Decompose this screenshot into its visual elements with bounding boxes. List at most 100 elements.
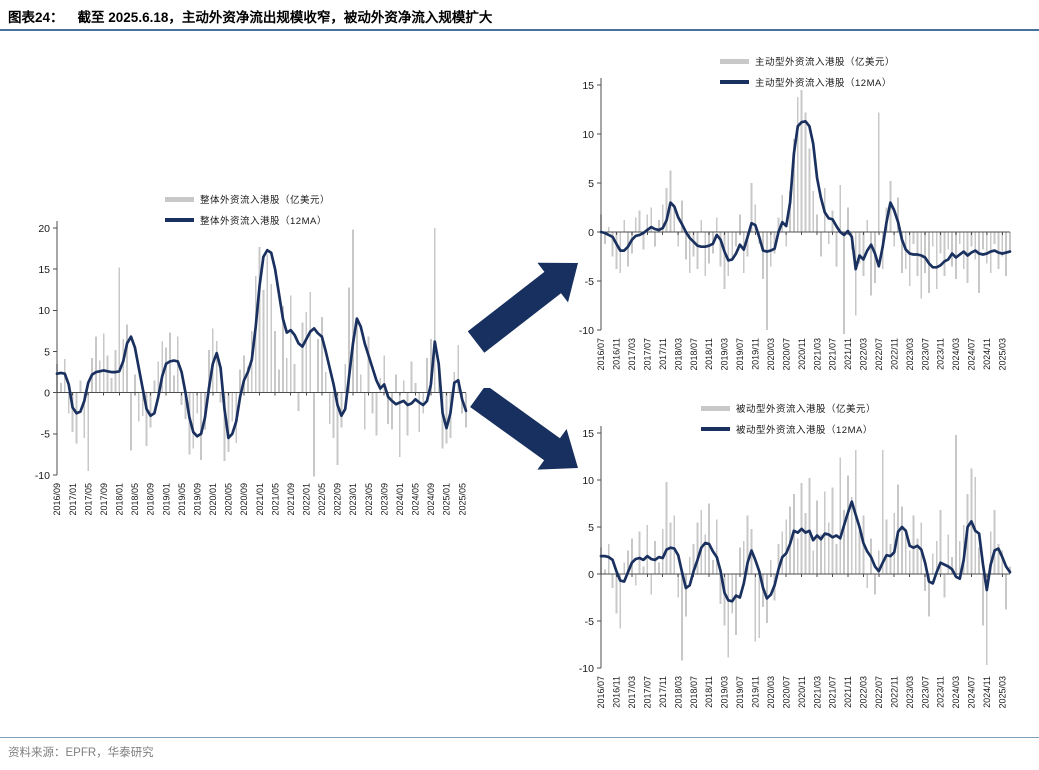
ma-line <box>55 248 468 440</box>
svg-text:2024/03: 2024/03 <box>951 676 961 709</box>
chart-passive-inflow: 15 10 5 0 -5 -10 2016/07 2016/11 2017/03 2017/07 2… <box>572 392 1027 732</box>
svg-text:2023/03: 2023/03 <box>905 676 915 709</box>
chart-overall-inflow: 20 15 10 5 0 -5 -10 2016/09 2017/01 2017/05 2017/0… <box>28 185 483 535</box>
svg-text:2021/03: 2021/03 <box>812 338 822 371</box>
svg-text:2024/09: 2024/09 <box>426 483 436 516</box>
svg-text:2022/03: 2022/03 <box>859 676 869 709</box>
svg-text:2017/01: 2017/01 <box>68 483 78 516</box>
svg-text:2020/11: 2020/11 <box>797 676 807 708</box>
svg-text:2021/11: 2021/11 <box>843 676 853 708</box>
svg-text:2019/01: 2019/01 <box>161 483 171 516</box>
svg-text:2019/09: 2019/09 <box>192 483 202 516</box>
svg-text:2020/03: 2020/03 <box>766 338 776 371</box>
legend-item-bars: 主动型外资流入港股（亿美元） <box>720 55 895 68</box>
svg-text:2020/07: 2020/07 <box>781 338 791 371</box>
svg-text:15: 15 <box>582 80 594 92</box>
svg-text:2017/09: 2017/09 <box>99 483 109 516</box>
legend-item-ma: 主动型外资流入港股（12MA） <box>720 76 895 89</box>
svg-text:2021/07: 2021/07 <box>828 676 838 709</box>
svg-text:2021/03: 2021/03 <box>812 676 822 709</box>
svg-text:2023/11: 2023/11 <box>936 338 946 370</box>
y-axis <box>597 78 602 331</box>
svg-text:2018/11: 2018/11 <box>704 676 714 708</box>
svg-text:2025/03: 2025/03 <box>998 676 1008 709</box>
svg-text:2024/11: 2024/11 <box>982 676 992 708</box>
svg-text:2019/03: 2019/03 <box>720 338 730 371</box>
svg-text:20: 20 <box>38 223 50 235</box>
legend-item-ma: 被动型外资流入港股（12MA） <box>701 423 876 436</box>
svg-text:2022/09: 2022/09 <box>333 483 343 516</box>
source-note: 资料来源：EPFR，华泰研究 <box>8 747 154 759</box>
legend-line-swatch <box>701 427 730 431</box>
svg-text:2018/05: 2018/05 <box>130 483 140 516</box>
legend-bar-swatch <box>720 58 749 64</box>
legend-line-label: 整体外资流入港股（12MA） <box>200 216 327 227</box>
svg-text:2019/11: 2019/11 <box>751 676 761 708</box>
svg-text:2024/01: 2024/01 <box>395 483 405 516</box>
svg-text:2018/03: 2018/03 <box>673 338 683 371</box>
svg-text:2020/05: 2020/05 <box>224 483 234 516</box>
x-axis <box>600 573 1010 577</box>
x-axis <box>56 392 466 396</box>
x-tick-labels: 2016/07 2016/11 2017/03 2017/07 2017/11 2018/… <box>596 676 1007 709</box>
svg-text:2022/11: 2022/11 <box>889 676 899 708</box>
svg-text:2018/03: 2018/03 <box>673 676 683 709</box>
svg-text:10: 10 <box>582 475 594 487</box>
svg-text:2023/05: 2023/05 <box>364 483 374 516</box>
footer-divider <box>0 737 1039 738</box>
svg-text:5: 5 <box>588 178 594 190</box>
y-tick-labels: 20 15 10 5 0 -5 -10 <box>35 223 50 482</box>
svg-text:-10: -10 <box>579 663 594 675</box>
legend-line-label: 主动型外资流入港股（12MA） <box>755 78 892 89</box>
legend-bar-swatch <box>701 405 730 411</box>
svg-text:2022/07: 2022/07 <box>874 338 884 371</box>
svg-text:2023/11: 2023/11 <box>936 676 946 708</box>
svg-text:2017/03: 2017/03 <box>627 338 637 371</box>
svg-text:2025/05: 2025/05 <box>457 483 467 516</box>
svg-text:2023/01: 2023/01 <box>348 483 358 516</box>
svg-text:2018/11: 2018/11 <box>704 338 714 370</box>
svg-text:0: 0 <box>588 569 594 581</box>
ma-line <box>599 500 1012 603</box>
arrow-up-right-icon <box>468 262 578 353</box>
legend-bar-label: 被动型外资流入港股（亿美元） <box>736 404 877 415</box>
svg-text:2021/07: 2021/07 <box>828 338 838 371</box>
y-tick-labels: 15 10 5 0 -5 -10 <box>579 80 594 337</box>
y-axis <box>53 221 58 476</box>
svg-text:2021/05: 2021/05 <box>270 483 280 516</box>
svg-text:2020/03: 2020/03 <box>766 676 776 709</box>
legend-bar-label: 整体外资流入港股（亿美元） <box>200 195 331 206</box>
legend-item-ma: 整体外资流入港股（12MA） <box>165 214 330 227</box>
svg-text:2020/11: 2020/11 <box>797 338 807 370</box>
svg-text:2017/11: 2017/11 <box>658 676 668 708</box>
svg-text:2023/03: 2023/03 <box>905 338 915 371</box>
figure-title-text: 截至 2025.6.18，主动外资净流出规模收窄，被动外资净流入规模扩大 <box>77 10 493 25</box>
svg-text:2017/07: 2017/07 <box>643 338 653 371</box>
svg-text:2022/11: 2022/11 <box>889 338 899 370</box>
svg-text:2016/07: 2016/07 <box>596 338 606 371</box>
svg-text:2017/03: 2017/03 <box>627 676 637 709</box>
chart-legend: 主动型外资流入港股（亿美元） 主动型外资流入港股（12MA） <box>720 55 895 97</box>
x-tick-labels: 2016/07 2016/11 2017/03 2017/07 2017/11 2018/… <box>596 338 1007 371</box>
legend-line-swatch <box>165 218 194 222</box>
svg-text:2024/07: 2024/07 <box>967 676 977 709</box>
svg-text:15: 15 <box>582 428 594 440</box>
svg-text:2020/09: 2020/09 <box>239 483 249 516</box>
svg-text:2020/01: 2020/01 <box>208 483 218 516</box>
svg-text:2016/09: 2016/09 <box>52 483 62 516</box>
svg-text:-5: -5 <box>41 429 50 441</box>
svg-text:2021/01: 2021/01 <box>255 483 265 516</box>
svg-text:2022/03: 2022/03 <box>859 338 869 371</box>
ma-line <box>599 119 1012 271</box>
svg-text:10: 10 <box>582 129 594 141</box>
svg-text:2018/07: 2018/07 <box>689 676 699 709</box>
figure-number: 图表24： <box>8 10 64 25</box>
legend-item-bars: 被动型外资流入港股（亿美元） <box>701 402 877 415</box>
chart-active-inflow: 15 10 5 0 -5 -10 2016/07 2016/11 2017/03 2017/07 2… <box>572 45 1027 390</box>
arrow-down-right-icon <box>470 388 578 470</box>
x-tick-labels: 2016/09 2017/01 2017/05 2017/09 2018/01 2018/… <box>52 483 467 516</box>
svg-text:2024/05: 2024/05 <box>411 483 421 516</box>
svg-text:-10: -10 <box>579 325 594 337</box>
